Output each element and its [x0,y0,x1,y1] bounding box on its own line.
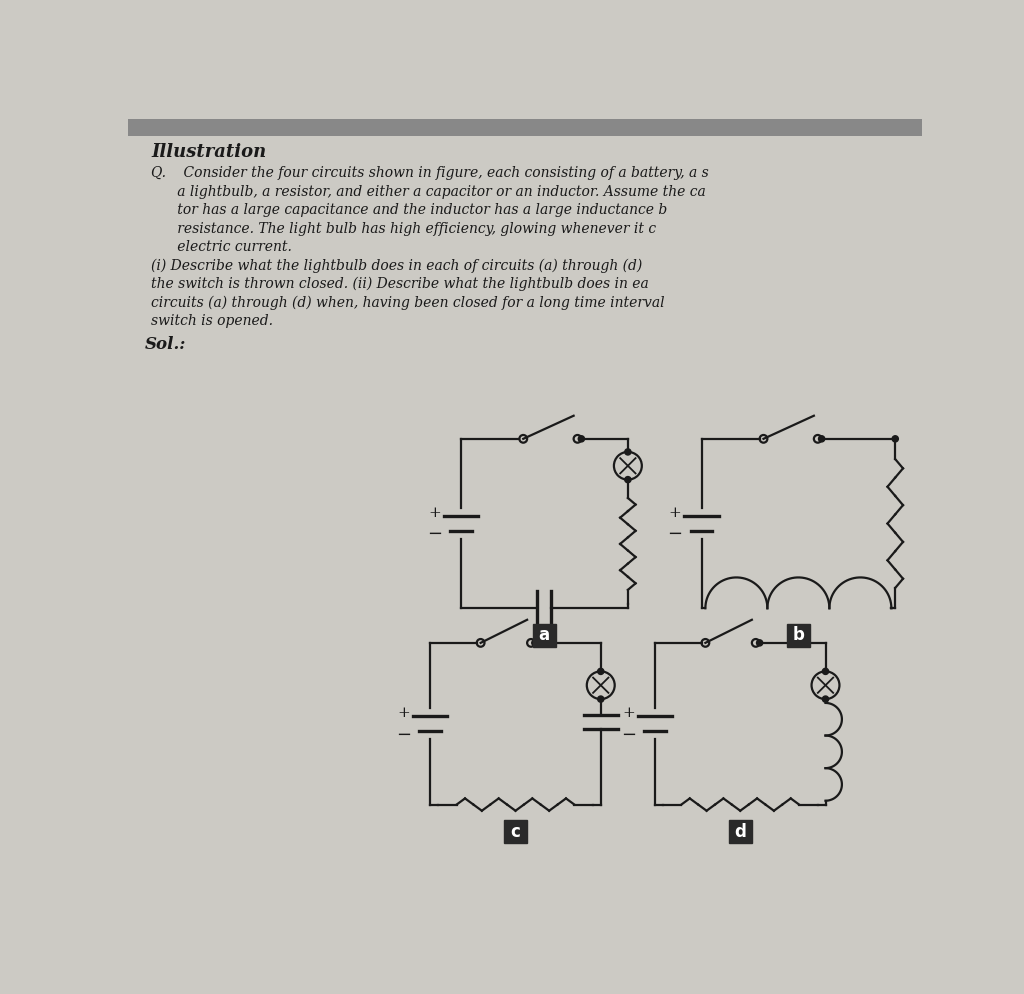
Text: the switch is thrown closed. (ii) Describe what the lightbulb does in ea: the switch is thrown closed. (ii) Descri… [152,277,649,291]
Text: +: + [397,706,411,720]
Text: −: − [622,726,636,744]
Circle shape [531,640,538,646]
Circle shape [625,449,631,455]
Circle shape [625,476,631,483]
Circle shape [822,696,828,702]
Text: d: d [734,822,746,841]
Text: a: a [539,626,550,644]
Text: +: + [623,706,635,720]
Circle shape [598,696,604,702]
Circle shape [818,435,824,442]
Bar [504,820,527,843]
Text: +: + [669,506,682,520]
Bar [729,820,752,843]
Text: b: b [793,626,804,644]
Text: (i) Describe what the lightbulb does in each of circuits (a) through (d): (i) Describe what the lightbulb does in … [152,258,642,272]
Text: electric current.: electric current. [152,241,292,254]
Bar [128,119,922,136]
Text: +: + [428,506,441,520]
Circle shape [757,640,763,646]
Text: Illustration: Illustration [152,142,266,161]
Text: −: − [396,726,412,744]
Bar [786,623,810,647]
Bar [532,623,556,647]
Text: resistance. The light bulb has high efficiency, glowing whenever it c: resistance. The light bulb has high effi… [152,222,656,236]
Text: Sol.:: Sol.: [145,336,186,353]
Circle shape [892,435,898,442]
Text: −: − [668,525,683,544]
Text: switch is opened.: switch is opened. [152,314,273,328]
Text: Q.    Consider the four circuits shown in figure, each consisting of a battery, : Q. Consider the four circuits shown in f… [152,166,709,180]
Text: a lightbulb, a resistor, and either a capacitor or an inductor. Assume the ca: a lightbulb, a resistor, and either a ca… [152,185,706,199]
Text: c: c [511,822,520,841]
Text: circuits (a) through (d) when, having been closed for a long time interval: circuits (a) through (d) when, having be… [152,295,665,310]
Circle shape [598,668,604,675]
Text: tor has a large capacitance and the inductor has a large inductance b: tor has a large capacitance and the indu… [152,203,668,217]
Text: −: − [427,525,442,544]
Circle shape [579,435,585,442]
Circle shape [822,668,828,675]
